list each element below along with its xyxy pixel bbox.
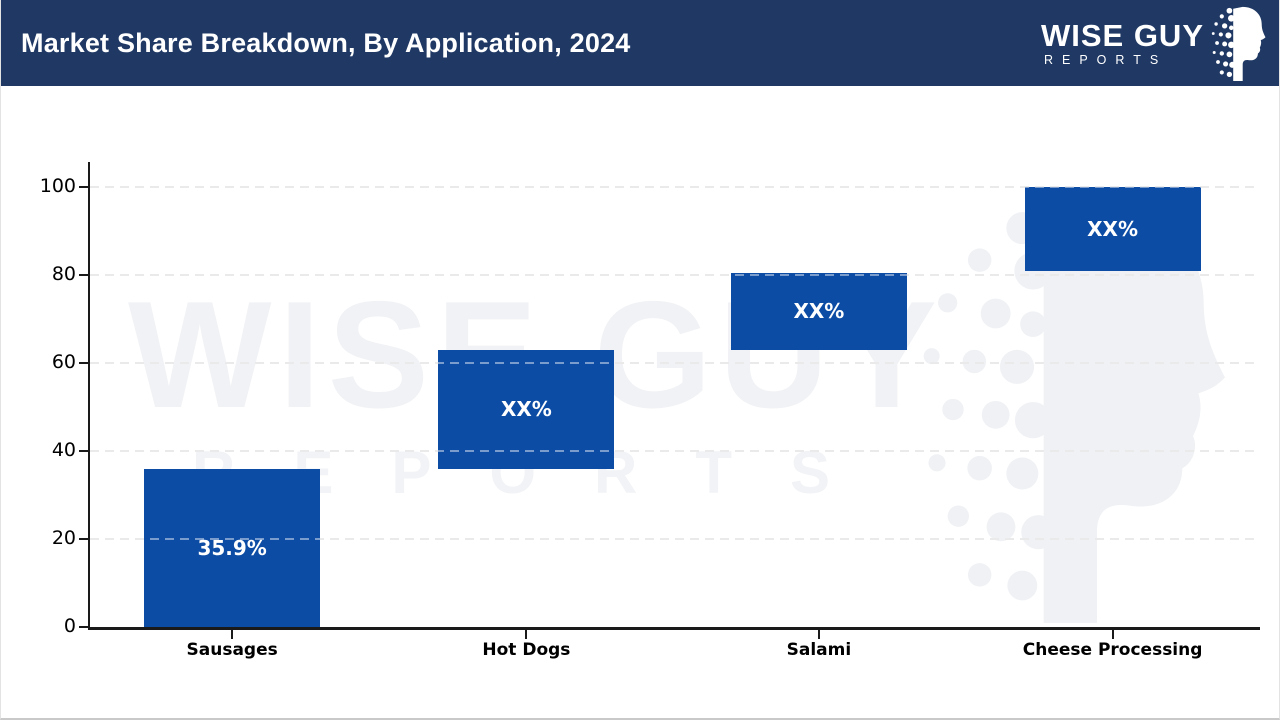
gridline-80: [90, 274, 1260, 276]
gridline-over-60: [90, 362, 1260, 364]
gridline-20: [90, 538, 1260, 540]
x-tickmark-salami: [817, 630, 820, 639]
brand-name: WISE GUY: [1040, 17, 1204, 53]
header-bar: Market Share Breakdown, By Application, …: [0, 0, 1280, 86]
y-ticklabel-100: 100: [39, 175, 76, 197]
bar-cheese-processing: XX%: [1024, 187, 1201, 271]
y-ticklabel-60: 60: [51, 351, 76, 373]
y-ticklabel-40: 40: [51, 439, 76, 461]
x-label-salami: Salami: [786, 640, 852, 660]
plot-area: 0 20 40 60 80 100 35.9% Sausages XX% Hot Dogs XX% S…: [40, 162, 1260, 660]
y-ticklabel-20: 20: [51, 527, 76, 549]
y-tickmark-40: [79, 450, 88, 452]
page-title: Market Share Breakdown, By Application, …: [21, 27, 631, 58]
y-tickmark-20: [79, 538, 88, 540]
y-tickmark-60: [79, 362, 88, 364]
y-tickmark-0: [79, 626, 88, 628]
y-tickmark-80: [79, 274, 88, 276]
x-tickmark-sausages: [231, 630, 234, 639]
bar-hot-dogs: XX%: [438, 349, 615, 469]
gridline-over-100: [90, 186, 1260, 188]
bar-label-sausages: 35.9%: [197, 536, 267, 561]
bar-label-cheese-processing: XX%: [1087, 216, 1139, 241]
x-tickmark-cheese-processing: [1111, 630, 1114, 639]
y-ticklabel-0: 0: [63, 615, 76, 637]
brand-face-icon: [1211, 6, 1266, 81]
gridline-40: [90, 450, 1260, 452]
gridline-60: [90, 362, 1260, 364]
bar-label-hot-dogs: XX%: [500, 397, 552, 422]
x-label-hot-dogs: Hot Dogs: [482, 640, 571, 660]
gridline-over-20: [90, 538, 1260, 540]
brand-subname: REPORTS: [1043, 52, 1168, 67]
x-label-sausages: Sausages: [186, 640, 278, 660]
bar-salami: XX%: [730, 272, 907, 350]
brand-logo: WISE GUY REPORTS: [1041, 5, 1266, 81]
y-ticklabel-80: 80: [51, 263, 76, 285]
brand-logo-text: WISE GUY REPORTS: [1041, 20, 1204, 67]
bar-label-salami: XX%: [793, 299, 845, 324]
bar-sausages: 35.9%: [144, 469, 321, 627]
gridline-over-80: [90, 274, 1260, 276]
gridline-100: [90, 186, 1260, 188]
x-tickmark-hot-dogs: [525, 630, 528, 639]
y-tickmark-100: [79, 186, 88, 188]
x-label-cheese-processing: Cheese Processing: [1022, 640, 1203, 660]
gridline-over-40: [90, 450, 1260, 452]
